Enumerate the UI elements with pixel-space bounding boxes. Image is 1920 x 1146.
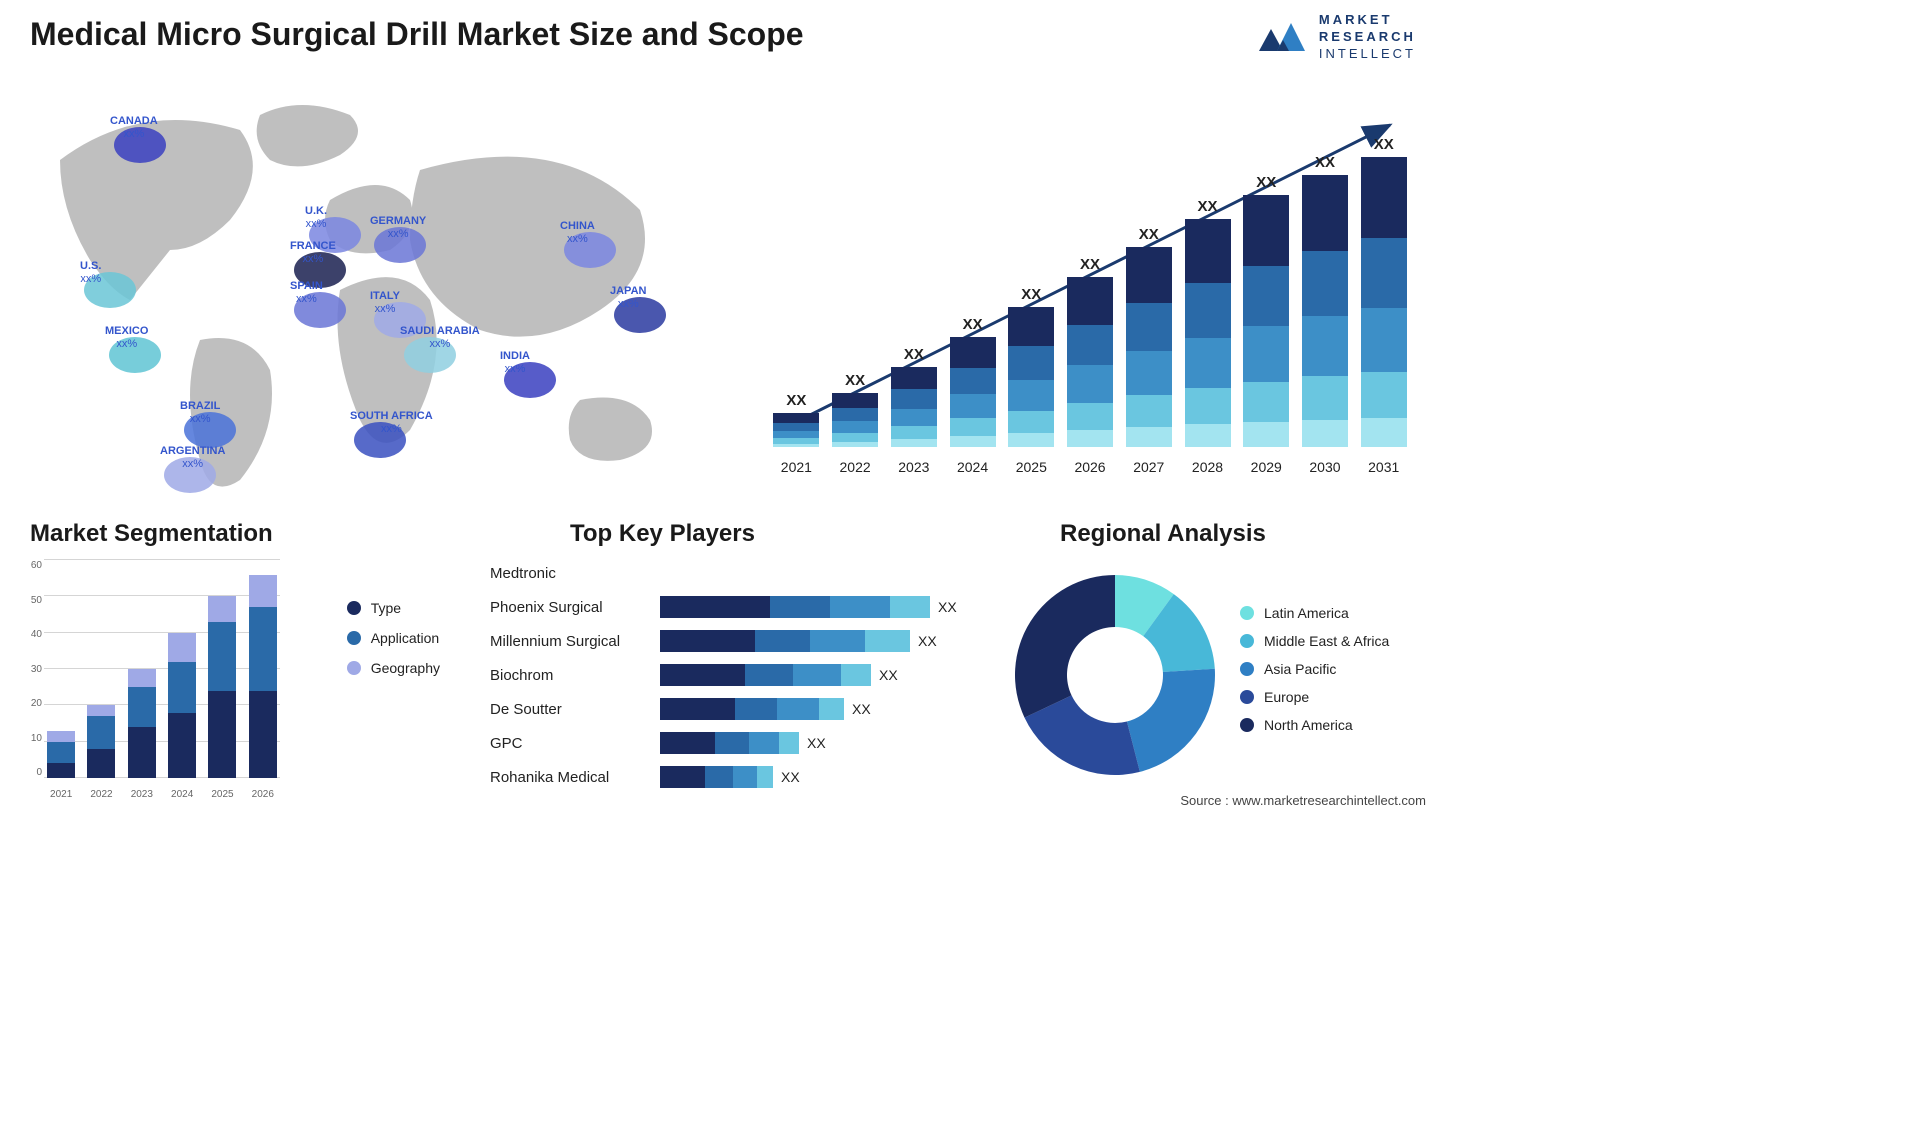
segmentation-bar-2024 <box>165 633 199 778</box>
regional-title: Regional Analysis <box>1060 520 1266 548</box>
regional-chart: Latin America Middle East & Africa Asia Pa… <box>1010 560 1430 790</box>
segmentation-bar-2022 <box>84 705 118 778</box>
forecast-bar-2023: XX <box>887 346 940 447</box>
forecast-bar-2028: XX <box>1181 198 1234 447</box>
map-label-spain: SPAINxx% <box>290 280 323 305</box>
forecast-bar-2027: XX <box>1122 226 1175 447</box>
segmentation-bar-2026 <box>246 575 280 778</box>
forecast-bar-2026: XX <box>1064 256 1117 447</box>
regional-legend-item: Asia Pacific <box>1240 661 1389 677</box>
player-row: Millennium SurgicalXX <box>490 626 970 656</box>
map-label-mexico: MEXICOxx% <box>105 325 148 350</box>
map-label-india: INDIAxx% <box>500 350 530 375</box>
logo-text: MARKET RESEARCH INTELLECT <box>1319 12 1416 63</box>
page-title: Medical Micro Surgical Drill Market Size… <box>30 16 804 53</box>
regional-legend-item: North America <box>1240 717 1389 733</box>
map-label-japan: JAPANxx% <box>610 285 646 310</box>
player-row: Medtronic <box>490 558 970 588</box>
source-text: Source : www.marketresearchintellect.com <box>1180 793 1426 808</box>
player-row: GPCXX <box>490 728 970 758</box>
segmentation-legend-item: Type <box>347 600 440 616</box>
forecast-bar-2024: XX <box>946 316 999 447</box>
forecast-bar-2021: XX <box>770 392 823 447</box>
segmentation-legend-item: Geography <box>347 660 440 676</box>
segmentation-bar-2021 <box>44 731 78 778</box>
forecast-bar-2030: XX <box>1299 154 1352 447</box>
world-map: CANADAxx% U.S.xx% MEXICOxx% BRAZILxx% ARGENT… <box>20 90 720 500</box>
map-label-argentina: ARGENTINAxx% <box>160 445 225 470</box>
forecast-bar-2025: XX <box>1005 286 1058 447</box>
players-title: Top Key Players <box>570 520 755 548</box>
segmentation-legend: Type Application Geography <box>347 600 440 690</box>
logo-icon <box>1257 17 1309 57</box>
regional-legend-item: Latin America <box>1240 605 1389 621</box>
player-row: Phoenix SurgicalXX <box>490 592 970 622</box>
regional-legend: Latin America Middle East & Africa Asia Pa… <box>1240 605 1389 745</box>
forecast-bar-2022: XX <box>829 372 882 447</box>
map-label-canada: CANADAxx% <box>110 115 158 140</box>
segmentation-title: Market Segmentation <box>30 520 273 548</box>
regional-donut <box>1010 570 1220 780</box>
map-label-italy: ITALYxx% <box>370 290 400 315</box>
player-row: Rohanika MedicalXX <box>490 762 970 792</box>
forecast-bar-2031: XX <box>1357 136 1410 447</box>
player-row: BiochromXX <box>490 660 970 690</box>
segmentation-chart: 0102030405060 202120222023202420252026 T… <box>20 560 450 800</box>
map-label-brazil: BRAZILxx% <box>180 400 220 425</box>
segmentation-legend-item: Application <box>347 630 440 646</box>
regional-legend-item: Europe <box>1240 689 1389 705</box>
brand-logo: MARKET RESEARCH INTELLECT <box>1257 12 1416 63</box>
regional-legend-item: Middle East & Africa <box>1240 633 1389 649</box>
map-label-germany: GERMANYxx% <box>370 215 426 240</box>
map-label-uk: U.K.xx% <box>305 205 327 230</box>
map-label-china: CHINAxx% <box>560 220 595 245</box>
segmentation-bar-2025 <box>205 596 239 778</box>
forecast-chart: XXXXXXXXXXXXXXXXXXXXXX 20212022202320242… <box>770 95 1410 475</box>
map-label-france: FRANCExx% <box>290 240 336 265</box>
segmentation-bar-2023 <box>125 669 159 778</box>
map-label-southafrica: SOUTH AFRICAxx% <box>350 410 433 435</box>
map-label-saudiarabia: SAUDI ARABIAxx% <box>400 325 480 350</box>
players-chart: Medtronic Phoenix SurgicalXX Millennium Su… <box>490 558 970 796</box>
player-row: De SoutterXX <box>490 694 970 724</box>
map-label-us: U.S.xx% <box>80 260 101 285</box>
forecast-bar-2029: XX <box>1240 174 1293 447</box>
